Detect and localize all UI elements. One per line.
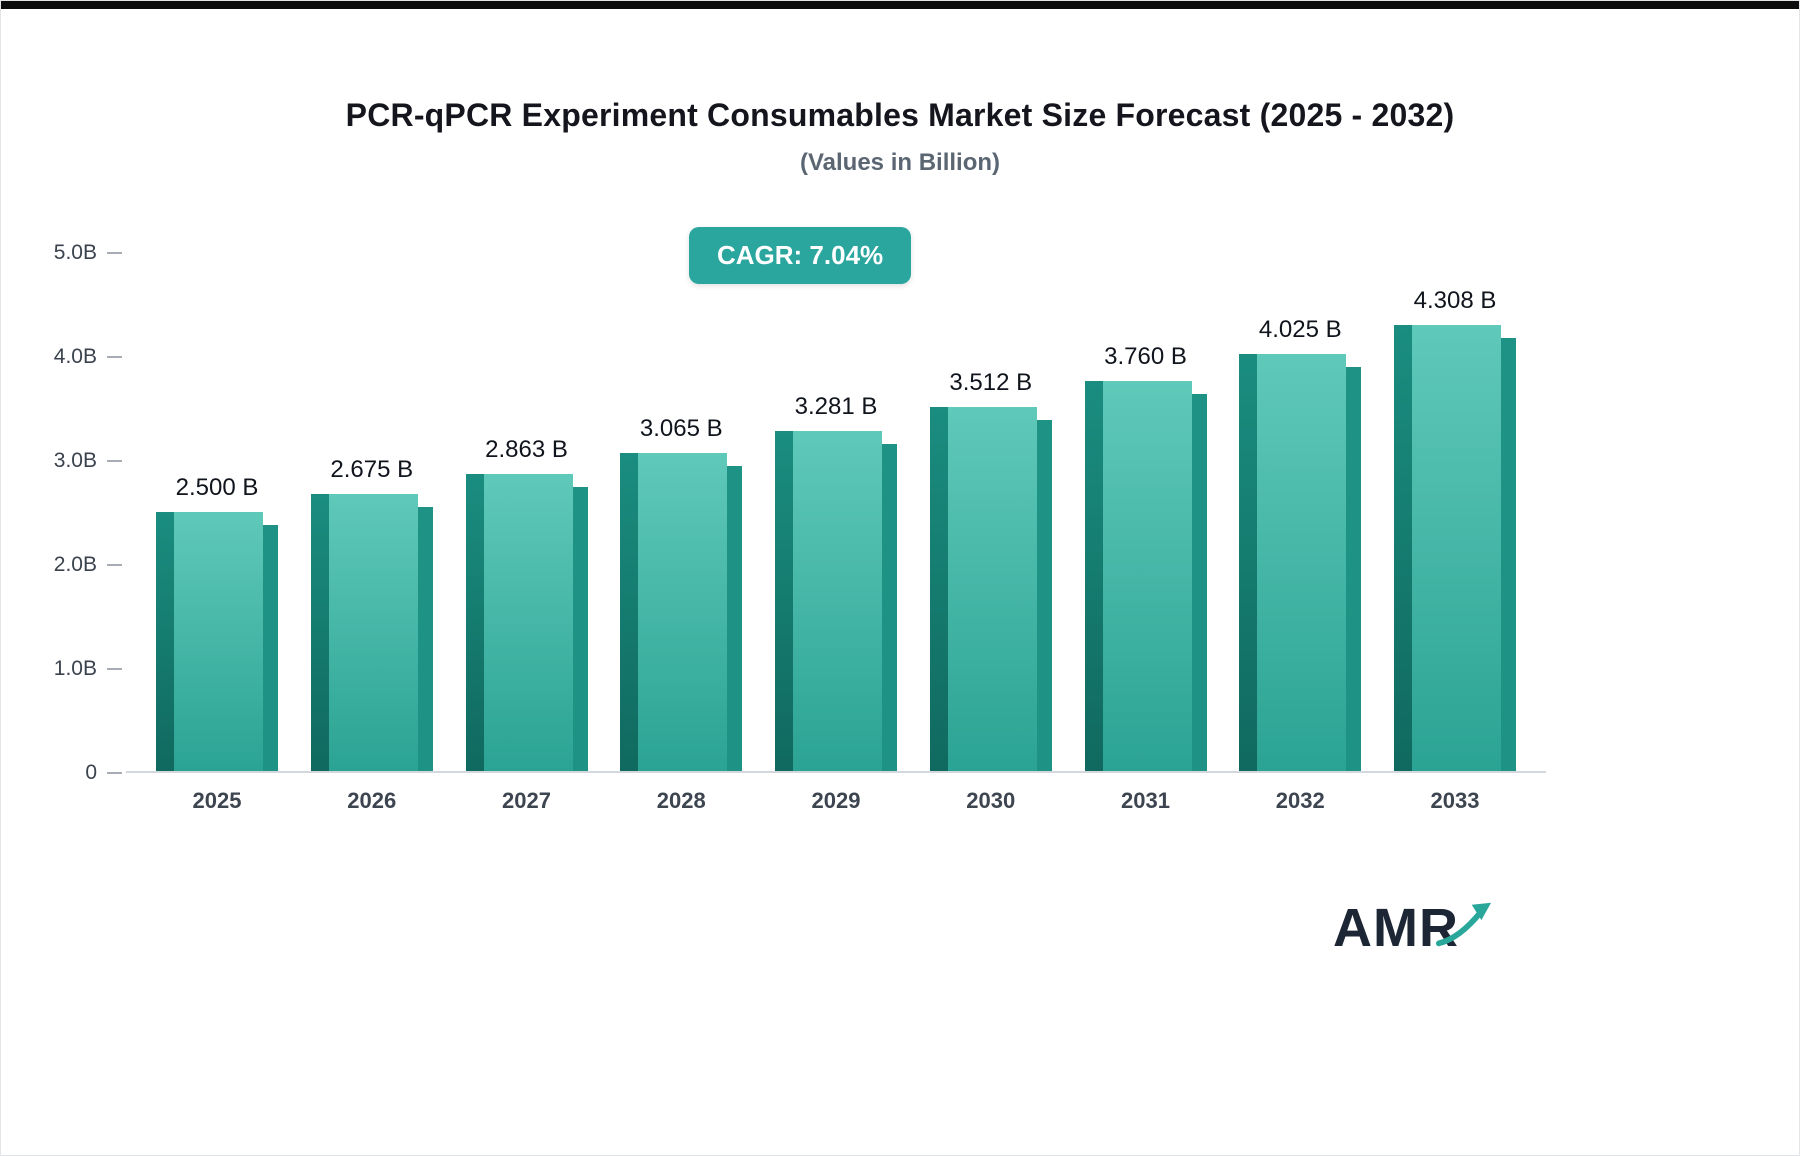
- y-tick-label: 5.0B: [53, 241, 97, 264]
- x-tick-label: 2033: [1430, 787, 1480, 813]
- bar-group: 3.512 B: [929, 253, 1052, 771]
- y-tick-label: 4.0B: [53, 345, 97, 368]
- bar-front-face: [1412, 324, 1501, 771]
- y-tick: 5.0B: [54, 241, 122, 265]
- x-tick-label: 2028: [656, 787, 706, 813]
- bar: [775, 431, 897, 771]
- bar-left-face: [310, 493, 329, 771]
- x-tick-label: 2032: [1275, 787, 1325, 813]
- bar: [310, 493, 433, 771]
- y-tick-label: 2.0B: [53, 553, 97, 576]
- bar-group: 4.308 B: [1394, 253, 1516, 771]
- y-tick-mark: [107, 460, 122, 462]
- bar-group: 3.065 B: [620, 253, 743, 771]
- bar-value-label: 2.863 B: [485, 436, 568, 464]
- bar-group: 2.863 B: [465, 253, 588, 771]
- y-tick: 3.0B: [54, 449, 122, 473]
- x-tick-label: 2031: [1121, 787, 1170, 813]
- amr-logo-text: AMR: [1333, 898, 1459, 958]
- bar-front-face: [483, 474, 573, 771]
- y-tick-label: 1.0B: [53, 657, 97, 680]
- bar-value-label: 4.308 B: [1413, 286, 1497, 314]
- bar-value-label: 3.512 B: [949, 369, 1033, 397]
- y-tick-mark: [107, 668, 122, 670]
- bar-side-face: [1501, 337, 1516, 771]
- bar-front-face: [174, 512, 263, 771]
- bar-group: 2.500 B: [156, 253, 278, 771]
- bar-front-face: [793, 431, 882, 771]
- bar-value-label: 3.281 B: [794, 393, 878, 421]
- y-axis: 5.0B 4.0B 3.0B 2.0B 1.0B 0: [46, 241, 126, 784]
- bar-left-face: [775, 431, 793, 771]
- bar-value-label: 2.675 B: [330, 455, 414, 483]
- bar-front-face: [1102, 381, 1192, 771]
- bar: [1084, 381, 1207, 771]
- bar-left-face: [1239, 354, 1258, 771]
- x-axis: 2025 2026 2027 2028 2029 2030 2031 2032 2033: [126, 773, 1546, 828]
- bar-group: 3.760 B: [1084, 253, 1207, 771]
- bar-side-face: [263, 525, 278, 771]
- bar: [156, 512, 278, 771]
- bar-side-face: [882, 444, 897, 771]
- bar-chart: 5.0B 4.0B 3.0B 2.0B 1.0B 0 2.500 B 2.675 B 2.86…: [46, 241, 1546, 828]
- y-tick-mark: [107, 772, 122, 774]
- bar: [1394, 324, 1516, 771]
- bar-left-face: [156, 512, 174, 771]
- x-tick-label: 2025: [192, 787, 242, 813]
- x-tick-label: 2027: [502, 787, 551, 813]
- bar-value-label: 4.025 B: [1258, 316, 1342, 344]
- y-tick: 1.0B: [54, 657, 122, 681]
- bars-plot: 2.500 B 2.675 B 2.863 B 3.065 B 3.281 B 3.512…: [126, 253, 1546, 773]
- y-tick: 2.0B: [54, 553, 122, 577]
- bar-side-face: [572, 487, 588, 771]
- y-tick: 4.0B: [54, 345, 122, 369]
- bar-side-face: [727, 466, 743, 771]
- bar: [465, 474, 588, 771]
- bar-left-face: [620, 453, 639, 771]
- bar-value-label: 3.065 B: [639, 415, 723, 443]
- x-tick-label: 2030: [966, 787, 1016, 813]
- bar-side-face: [1036, 420, 1052, 771]
- top-border-strip: [1, 1, 1799, 9]
- bar-group: 3.281 B: [775, 253, 897, 771]
- bar-value-label: 3.760 B: [1104, 343, 1187, 371]
- bar: [929, 407, 1052, 771]
- bar-group: 2.675 B: [310, 253, 433, 771]
- x-tick-label: 2026: [347, 787, 397, 813]
- y-tick-label: 3.0B: [53, 449, 97, 472]
- bar-side-face: [1346, 367, 1362, 771]
- bar: [1239, 354, 1362, 771]
- bar: [620, 453, 743, 771]
- bar-value-label: 2.500 B: [175, 474, 259, 501]
- y-tick-mark: [107, 564, 122, 566]
- bar-front-face: [328, 493, 418, 771]
- page-subtitle: (Values in Billion): [799, 149, 1001, 176]
- y-tick-mark: [107, 252, 122, 254]
- y-tick-mark: [107, 356, 122, 358]
- growth-arrow-icon: [1435, 902, 1492, 947]
- bar-left-face: [929, 407, 948, 771]
- x-tick-label: 2029: [811, 787, 861, 813]
- y-tick-label: 0: [85, 761, 97, 784]
- bar-side-face: [1191, 394, 1207, 771]
- amr-logo: AMR: [1333, 897, 1493, 959]
- page-title: PCR-qPCR Experiment Consumables Market S…: [345, 97, 1455, 133]
- bar-left-face: [465, 474, 484, 771]
- y-tick: 0: [85, 761, 122, 785]
- bar-side-face: [417, 506, 433, 771]
- bar-group: 4.025 B: [1239, 253, 1362, 771]
- bar-left-face: [1394, 324, 1412, 771]
- bar-front-face: [638, 453, 728, 771]
- cagr-badge: CAGR: 7.04%: [689, 227, 912, 284]
- bar-left-face: [1084, 381, 1103, 771]
- bar-front-face: [1257, 354, 1347, 771]
- bar-front-face: [947, 407, 1037, 771]
